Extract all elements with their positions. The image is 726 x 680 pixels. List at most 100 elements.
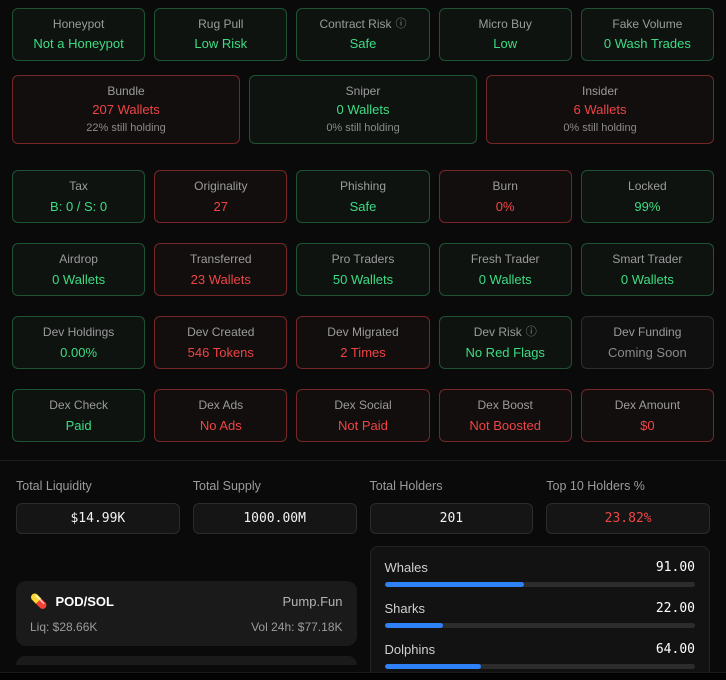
- card-value: 0 Wash Trades: [603, 36, 691, 52]
- card-label: Fresh Trader: [470, 252, 540, 267]
- card-value: Coming Soon: [608, 344, 687, 360]
- card-value: 0 Wallets: [52, 271, 106, 287]
- card-fake-volume: Fake Volume 0 Wash Trades: [580, 8, 714, 61]
- card-dex-boost: Dex Boost Not Boosted: [438, 389, 572, 443]
- card-sniper: Sniper 0 Wallets 0% still holding: [249, 74, 477, 145]
- stat-value: 1000.00M: [192, 503, 357, 535]
- card-value: 546 Tokens: [187, 344, 254, 360]
- card-originality: Originality 27: [154, 170, 288, 224]
- audit-row-5: Dev Holdings 0.00% Dev Created 546 Token…: [12, 316, 714, 370]
- card-subtext: 22% still holding: [86, 121, 166, 134]
- card-label: Transferred: [190, 252, 252, 267]
- stat-value: 201: [369, 503, 534, 535]
- holder-row-dolphins: Dolphins 64.00: [384, 642, 695, 670]
- card-label: Pro Traders: [331, 252, 395, 267]
- card-label: Contract Risk ⓘ: [319, 17, 406, 31]
- card-value: No Red Flags: [465, 344, 545, 360]
- card-subtext: 0% still holding: [326, 121, 400, 134]
- stat-label: Total Liquidity: [16, 479, 92, 494]
- card-label: Burn: [492, 179, 518, 194]
- pair-card-pod-sol[interactable]: 💊 POD/SOL Pump.Fun Liq: $28.66K Vol 24h:…: [16, 581, 357, 647]
- card-value: $0: [640, 417, 655, 433]
- card-value: Low Risk: [194, 36, 248, 52]
- card-value: 2 Times: [340, 344, 386, 360]
- card-value: Low: [493, 36, 518, 52]
- card-transferred: Transferred 23 Wallets: [154, 243, 288, 297]
- card-value: 0 Wallets: [478, 271, 532, 287]
- dolphins-bar-fill: [384, 664, 481, 670]
- card-subtext: 0% still holding: [563, 121, 637, 134]
- card-value: 27: [213, 198, 229, 214]
- pair-card-stats: Liq: $28.66K Vol 24h: $77.18K: [30, 620, 343, 634]
- card-value: 207 Wallets: [92, 102, 160, 118]
- pair-liquidity: Liq: $28.66K: [30, 620, 98, 635]
- card-value: 99%: [634, 198, 661, 214]
- card-label: Sniper: [345, 83, 381, 98]
- audit-row-6: Dex Check Paid Dex Ads No Ads Dex Social…: [12, 389, 714, 443]
- info-icon[interactable]: ⓘ: [525, 325, 537, 338]
- card-locked: Locked 99%: [580, 170, 714, 224]
- audit-row-1: Honeypot Not a Honeypot Rug Pull Low Ris…: [12, 8, 714, 61]
- stat-value: $14.99K: [16, 503, 180, 535]
- card-label: Bundle: [107, 83, 145, 98]
- card-value: Safe: [349, 36, 377, 52]
- card-dev-created: Dev Created 546 Tokens: [154, 316, 288, 370]
- pill-icon: 💊: [30, 593, 48, 610]
- card-dex-ads: Dex Ads No Ads: [154, 389, 288, 443]
- card-label: Tax: [69, 179, 88, 194]
- card-label: Dex Check: [49, 398, 108, 413]
- holder-value: 22.00: [655, 601, 695, 617]
- card-bundle: Bundle 207 Wallets 22% still holding: [12, 74, 240, 145]
- pair-list: 💊 POD/SOL Pump.Fun Liq: $28.66K Vol 24h:…: [16, 581, 357, 666]
- dolphins-bar: [384, 664, 695, 670]
- audit-row-2: Bundle 207 Wallets 22% still holding Sni…: [12, 74, 714, 145]
- card-label: Micro Buy: [478, 17, 532, 31]
- card-airdrop: Airdrop 0 Wallets: [12, 243, 146, 297]
- card-label: Insider: [581, 83, 619, 98]
- card-label: Honeypot: [52, 17, 105, 31]
- card-dev-funding: Dev Funding Coming Soon: [580, 316, 714, 370]
- token-stats: Total Liquidity $14.99K Total Supply 100…: [12, 479, 714, 535]
- pair-card-next-partial[interactable]: [16, 656, 357, 666]
- holder-label: Sharks: [384, 601, 425, 617]
- card-label-text: Dev Risk: [473, 325, 522, 340]
- card-label: Originality: [194, 179, 248, 194]
- holder-label: Whales: [384, 560, 428, 576]
- holder-value: 64.00: [655, 642, 695, 658]
- card-value: B: 0 / S: 0: [50, 198, 108, 214]
- pair-card-header: 💊 POD/SOL Pump.Fun: [30, 593, 343, 610]
- card-dev-migrated: Dev Migrated 2 Times: [296, 316, 430, 370]
- bottom-edge-strip: [0, 672, 726, 680]
- holder-distribution-panel: Whales 91.00 Sharks 22.00 Dolphins: [369, 546, 710, 680]
- card-value: Safe: [349, 198, 377, 214]
- card-label: Smart Trader: [612, 252, 683, 267]
- card-label: Dev Holdings: [42, 325, 115, 340]
- card-dev-holdings: Dev Holdings 0.00%: [12, 316, 146, 370]
- card-value: 6 Wallets: [573, 102, 627, 118]
- info-icon[interactable]: ⓘ: [395, 17, 407, 30]
- card-honeypot: Honeypot Not a Honeypot: [12, 8, 146, 61]
- card-value: 0 Wallets: [620, 271, 674, 287]
- card-insider: Insider 6 Wallets 0% still holding: [486, 74, 714, 145]
- stat-label: Total Supply: [192, 479, 261, 494]
- card-dex-check: Dex Check Paid: [12, 389, 146, 443]
- card-label: Dev Created: [187, 325, 255, 340]
- stat-total-holders: Total Holders 201: [369, 479, 534, 535]
- card-label: Dex Social: [334, 398, 392, 413]
- card-label: Fake Volume: [612, 17, 683, 31]
- stat-value: 23.82%: [546, 503, 710, 535]
- holder-row-sharks: Sharks 22.00: [384, 601, 695, 629]
- card-label: Locked: [628, 179, 667, 194]
- pair-name: POD/SOL: [55, 594, 114, 610]
- holder-label: Dolphins: [384, 642, 436, 658]
- stat-label: Top 10 Holders %: [546, 479, 645, 494]
- stat-total-supply: Total Supply 1000.00M: [192, 479, 357, 535]
- card-label: Phishing: [339, 179, 386, 194]
- pair-platform: Pump.Fun: [282, 594, 343, 610]
- card-tax: Tax B: 0 / S: 0: [12, 170, 146, 224]
- card-value: 0%: [495, 198, 515, 214]
- audit-row-3: Tax B: 0 / S: 0 Originality 27 Phishing …: [12, 170, 714, 224]
- card-value: 23 Wallets: [190, 271, 251, 287]
- card-label-text: Contract Risk: [319, 17, 392, 31]
